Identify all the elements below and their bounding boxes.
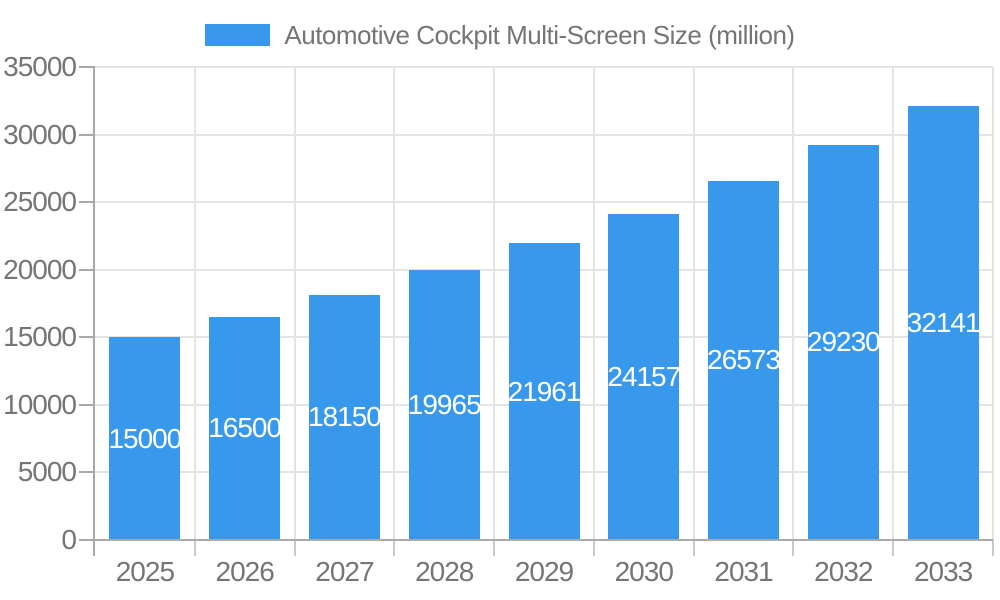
bar: 19965: [407, 270, 482, 540]
x-axis-label: 2026: [215, 556, 275, 587]
x-gridline: [493, 67, 496, 540]
x-gridline: [892, 67, 895, 540]
x-axis-tick: [592, 540, 595, 556]
bar-value-label: 16500: [208, 412, 282, 444]
y-axis-label: 5000: [17, 456, 77, 488]
x-axis-label: 2030: [614, 556, 674, 587]
y-axis-label: 15000: [3, 321, 77, 353]
x-axis-label: 2032: [814, 556, 873, 587]
legend-swatch: [205, 24, 271, 46]
y-axis-label: 0: [61, 524, 77, 555]
x-gridline: [193, 67, 196, 540]
x-axis-tick: [792, 540, 795, 556]
y-axis-tick: [79, 133, 95, 136]
x-axis-tick: [193, 540, 196, 556]
y-axis-tick: [79, 539, 95, 541]
y-axis-label: 20000: [3, 253, 77, 285]
bar-value-label: 18150: [308, 401, 382, 433]
x-axis-label: 2031: [714, 556, 773, 587]
y-axis-label: 30000: [3, 118, 77, 150]
bar-value-label: 19965: [407, 389, 482, 421]
y-axis-tick: [79, 268, 95, 271]
y-axis-tick: [79, 403, 95, 406]
bar-value-label: 26573: [707, 344, 781, 376]
x-axis-tick: [293, 540, 296, 556]
y-axis-tick: [79, 66, 95, 68]
chart-legend: Automotive Cockpit Multi-Screen Size (mi…: [0, 16, 1000, 54]
x-axis-tick: [493, 540, 496, 556]
bar: 21961: [507, 243, 582, 540]
x-gridline: [792, 67, 795, 540]
y-axis-line: [93, 67, 95, 556]
bar: 15000: [108, 337, 182, 540]
x-gridline: [293, 67, 296, 540]
bar: 29230: [806, 144, 881, 540]
y-gridline: [95, 66, 993, 68]
bar-value-label: 24157: [607, 360, 681, 392]
y-gridline: [95, 201, 993, 204]
y-axis-label: 10000: [3, 388, 77, 420]
y-axis-tick: [79, 201, 95, 204]
bar: 16500: [208, 317, 282, 540]
y-axis-tick: [79, 471, 95, 474]
bar: 24157: [607, 213, 681, 540]
x-axis-tick: [992, 540, 994, 556]
x-axis-label: 2028: [415, 556, 474, 587]
x-gridline: [692, 67, 695, 540]
y-axis-label: 35000: [3, 51, 77, 82]
bar: 32141: [906, 105, 981, 540]
y-gridline: [95, 133, 993, 136]
bar-value-label: 29230: [806, 326, 881, 358]
x-axis-line: [95, 539, 993, 541]
y-axis-label: 25000: [3, 186, 77, 218]
y-axis-tick: [79, 336, 95, 339]
x-axis-tick: [892, 540, 895, 556]
x-axis-tick: [692, 540, 695, 556]
legend-series-label: Automotive Cockpit Multi-Screen Size (mi…: [284, 19, 795, 50]
x-axis-label: 2027: [315, 556, 374, 587]
x-axis-label: 2033: [913, 556, 973, 587]
x-axis-label: 2025: [115, 556, 175, 587]
bar-value-label: 32141: [906, 306, 981, 338]
bar: 26573: [707, 180, 781, 540]
bar-value-label: 15000: [108, 422, 182, 454]
x-axis-label: 2029: [514, 556, 574, 587]
x-gridline: [992, 67, 994, 540]
bar-value-label: 21961: [507, 375, 582, 407]
bar: 18150: [308, 294, 382, 540]
x-axis-tick: [393, 540, 396, 556]
x-gridline: [393, 67, 396, 540]
x-gridline: [592, 67, 595, 540]
